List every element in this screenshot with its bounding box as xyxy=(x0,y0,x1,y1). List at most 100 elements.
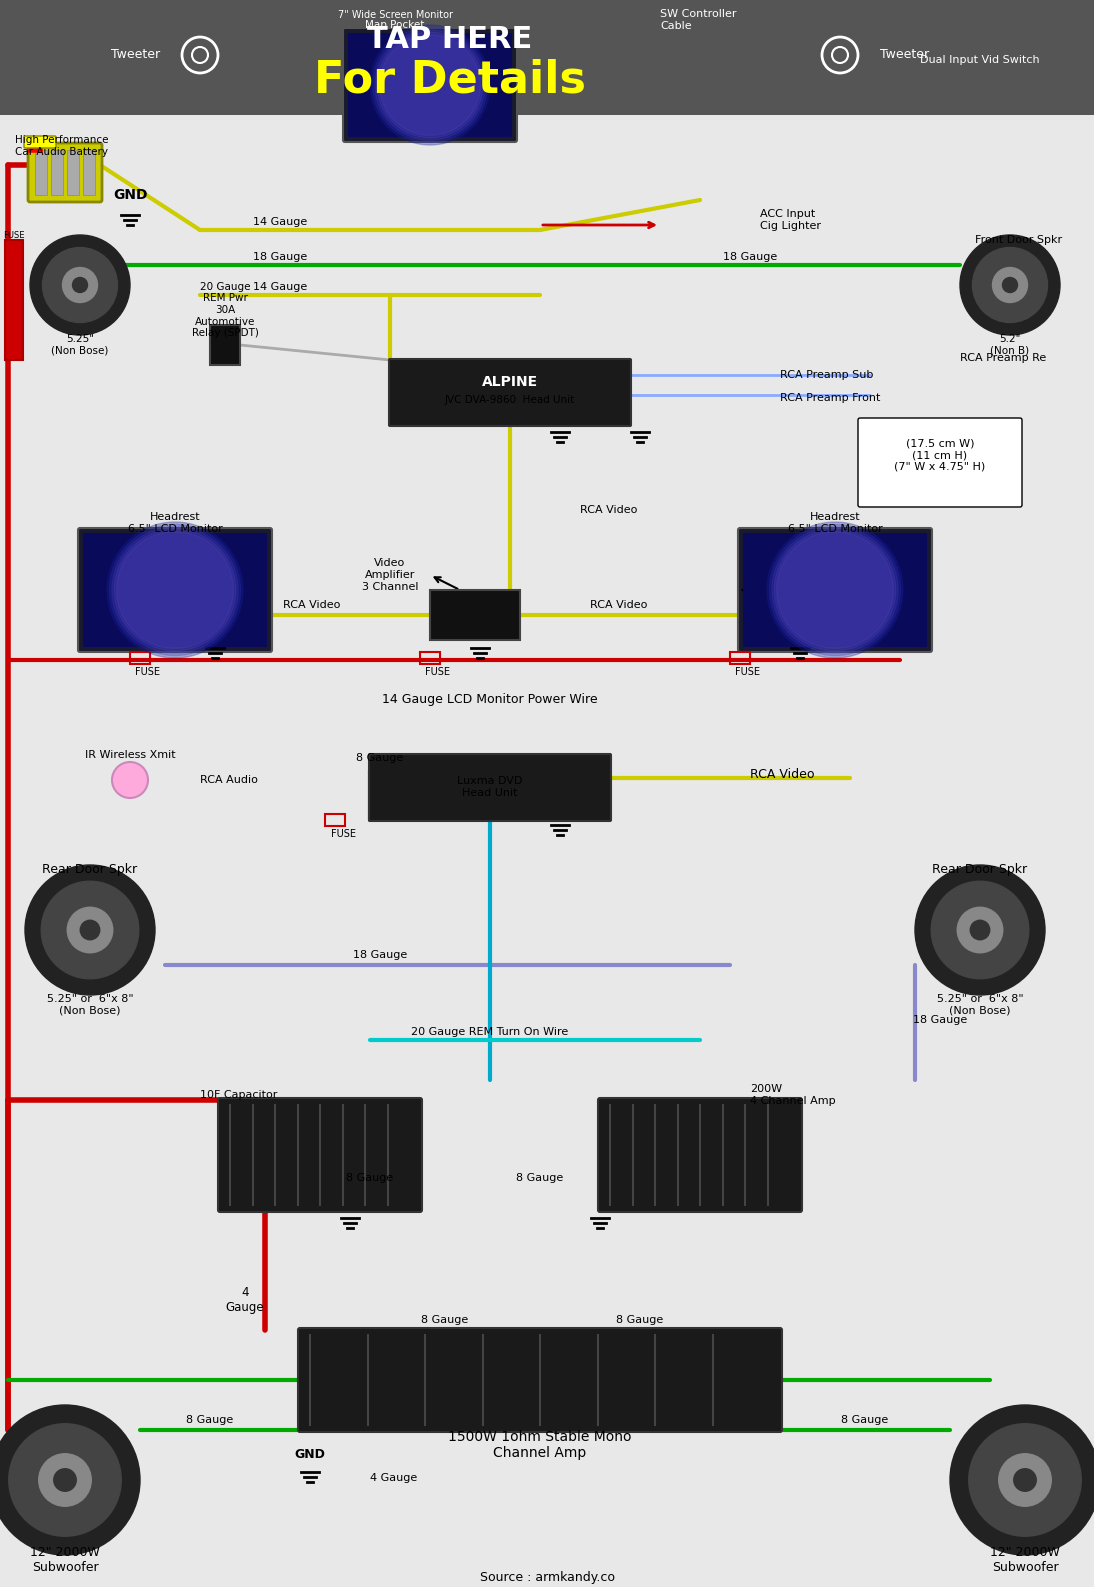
Text: Tweeter: Tweeter xyxy=(110,49,160,62)
Text: Dual Input Vid Switch: Dual Input Vid Switch xyxy=(920,56,1039,65)
Text: 18 Gauge: 18 Gauge xyxy=(912,1016,967,1025)
Text: FUSE: FUSE xyxy=(426,667,451,678)
Text: 8 Gauge: 8 Gauge xyxy=(357,752,404,763)
Text: RCA Video: RCA Video xyxy=(590,600,648,609)
Bar xyxy=(430,590,520,640)
Text: 18 Gauge: 18 Gauge xyxy=(353,951,407,960)
Circle shape xyxy=(767,522,903,659)
Text: 8 Gauge: 8 Gauge xyxy=(186,1416,234,1425)
Circle shape xyxy=(380,35,480,135)
Circle shape xyxy=(43,248,117,322)
Text: ACC Input
Cig Lighter: ACC Input Cig Lighter xyxy=(760,209,820,230)
Text: Headrest
6.5" LCD Monitor: Headrest 6.5" LCD Monitor xyxy=(128,513,222,533)
Text: Video
Amplifier
3 Channel: Video Amplifier 3 Channel xyxy=(362,559,418,592)
Bar xyxy=(51,151,63,195)
Circle shape xyxy=(112,527,238,654)
FancyBboxPatch shape xyxy=(598,1098,802,1212)
Text: 18 Gauge: 18 Gauge xyxy=(723,252,777,262)
Text: JVC DVA-9860  Head Unit: JVC DVA-9860 Head Unit xyxy=(445,395,575,405)
Text: 20 Gauge
REM Pwr
30A
Automotive
Relay (SPDT): 20 Gauge REM Pwr 30A Automotive Relay (S… xyxy=(191,282,258,338)
Text: 7" Wide Screen Monitor: 7" Wide Screen Monitor xyxy=(338,10,453,21)
Text: IR Wireless Xmit: IR Wireless Xmit xyxy=(84,751,175,760)
Circle shape xyxy=(969,1424,1081,1536)
FancyBboxPatch shape xyxy=(858,417,1022,506)
Text: TAP HERE: TAP HERE xyxy=(368,25,533,54)
Text: 14 Gauge: 14 Gauge xyxy=(253,282,307,292)
Text: GND: GND xyxy=(113,187,148,202)
Text: Map Pocket: Map Pocket xyxy=(365,21,424,30)
Circle shape xyxy=(375,30,486,140)
Text: RCA Video: RCA Video xyxy=(580,505,638,516)
Text: 5.25"
(Non Bose): 5.25" (Non Bose) xyxy=(51,335,108,355)
Circle shape xyxy=(950,1404,1094,1555)
Text: High Performance
Car Audio Battery: High Performance Car Audio Battery xyxy=(15,135,108,157)
Circle shape xyxy=(961,235,1060,335)
FancyBboxPatch shape xyxy=(344,29,517,141)
Text: RCA Preamp Front: RCA Preamp Front xyxy=(780,394,881,403)
Text: 14 Gauge LCD Monitor Power Wire: 14 Gauge LCD Monitor Power Wire xyxy=(382,694,597,706)
Text: GND: GND xyxy=(294,1449,325,1462)
Circle shape xyxy=(992,268,1027,303)
Text: 200W
4 Channel Amp: 200W 4 Channel Amp xyxy=(750,1084,836,1106)
Circle shape xyxy=(114,528,236,651)
Bar xyxy=(83,151,95,195)
Text: 5.2"
(Non B): 5.2" (Non B) xyxy=(990,335,1029,355)
FancyBboxPatch shape xyxy=(28,143,102,202)
Text: 8 Gauge: 8 Gauge xyxy=(616,1316,664,1325)
Circle shape xyxy=(107,522,243,659)
Circle shape xyxy=(42,881,139,979)
FancyBboxPatch shape xyxy=(743,533,927,647)
Circle shape xyxy=(112,762,148,798)
Text: Luxma DVD
Head Unit: Luxma DVD Head Unit xyxy=(457,776,523,798)
Text: 8 Gauge: 8 Gauge xyxy=(516,1173,563,1182)
Bar xyxy=(0,0,1094,114)
Text: ALPINE: ALPINE xyxy=(482,375,538,389)
Circle shape xyxy=(38,1454,91,1506)
FancyBboxPatch shape xyxy=(738,528,932,652)
Circle shape xyxy=(775,528,896,651)
Circle shape xyxy=(109,524,241,655)
Text: SW Controller
Cable: SW Controller Cable xyxy=(660,10,736,30)
Text: 8 Gauge: 8 Gauge xyxy=(421,1316,468,1325)
FancyBboxPatch shape xyxy=(218,1098,422,1212)
Circle shape xyxy=(1014,1468,1036,1492)
Text: RCA Preamp Sub: RCA Preamp Sub xyxy=(780,370,873,379)
Bar xyxy=(67,151,79,195)
Text: 20 Gauge REM Turn On Wire: 20 Gauge REM Turn On Wire xyxy=(411,1027,569,1036)
Circle shape xyxy=(25,865,155,995)
Text: RCA Preamp Re: RCA Preamp Re xyxy=(961,352,1046,363)
FancyBboxPatch shape xyxy=(348,33,512,136)
Circle shape xyxy=(771,527,898,654)
Text: Rear Door Spkr: Rear Door Spkr xyxy=(43,863,138,876)
Text: 10F Capacitor: 10F Capacitor xyxy=(200,1090,278,1100)
Text: Rear Door Spkr: Rear Door Spkr xyxy=(932,863,1027,876)
Circle shape xyxy=(1002,278,1017,292)
Text: 8 Gauge: 8 Gauge xyxy=(841,1416,888,1425)
Text: 12" 2000W
Subwoofer: 12" 2000W Subwoofer xyxy=(990,1546,1060,1574)
Text: FUSE: FUSE xyxy=(735,667,760,678)
FancyBboxPatch shape xyxy=(389,359,631,425)
FancyBboxPatch shape xyxy=(298,1328,782,1431)
Circle shape xyxy=(377,32,482,138)
Text: For Details: For Details xyxy=(314,59,586,102)
Circle shape xyxy=(62,268,97,303)
Circle shape xyxy=(777,532,894,649)
Circle shape xyxy=(915,865,1045,995)
Circle shape xyxy=(370,25,490,144)
Circle shape xyxy=(67,908,113,952)
Text: FUSE: FUSE xyxy=(330,828,356,840)
Circle shape xyxy=(54,1468,77,1492)
FancyBboxPatch shape xyxy=(78,528,272,652)
Circle shape xyxy=(30,235,130,335)
Bar xyxy=(730,652,750,663)
Circle shape xyxy=(372,27,488,143)
Bar xyxy=(5,240,23,360)
Text: 1500W 1ohm Stable Mono
Channel Amp: 1500W 1ohm Stable Mono Channel Amp xyxy=(449,1430,631,1460)
Bar xyxy=(420,652,440,663)
Text: 4
Gauge: 4 Gauge xyxy=(225,1285,265,1314)
Circle shape xyxy=(957,908,1003,952)
Text: Front Door Spkr: Front Door Spkr xyxy=(975,235,1062,244)
Text: 14 Gauge: 14 Gauge xyxy=(253,217,307,227)
Bar xyxy=(610,51,650,110)
FancyBboxPatch shape xyxy=(83,533,267,647)
